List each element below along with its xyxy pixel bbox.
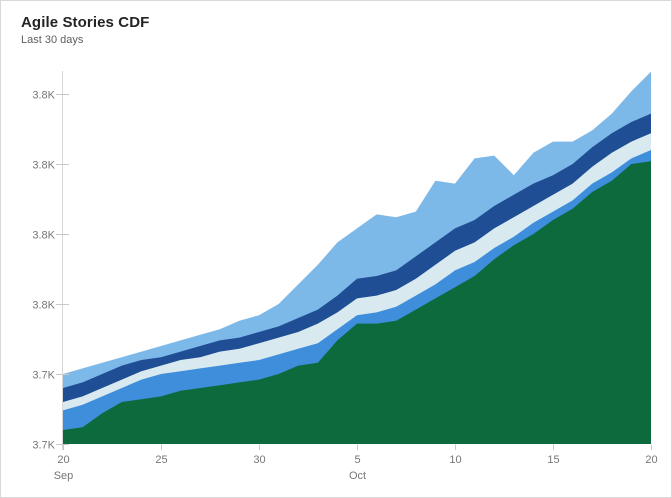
x-axis-label: 10 xyxy=(449,454,461,466)
x-axis-month-label: Oct xyxy=(349,470,366,482)
y-axis-label: 3.8K xyxy=(32,230,55,242)
y-axis-label: 3.8K xyxy=(32,160,55,172)
x-axis-label: 30 xyxy=(253,454,265,466)
y-axis-label: 3.7K xyxy=(32,370,55,382)
x-axis-month-label: Sep xyxy=(54,470,74,482)
chart-subtitle: Last 30 days xyxy=(21,34,84,46)
card-header: Agile Stories CDF Last 30 days xyxy=(21,13,149,47)
area-series-dark-green[interactable] xyxy=(63,161,651,444)
x-axis-label: 5 xyxy=(354,454,360,466)
x-axis-label: 20 xyxy=(645,454,657,466)
x-axis-label: 15 xyxy=(547,454,559,466)
chart-title: Agile Stories CDF xyxy=(21,14,150,31)
y-axis-label: 3.7K xyxy=(32,440,55,452)
y-axis-label: 3.8K xyxy=(32,90,55,102)
y-axis-label: 3.8K xyxy=(32,300,55,312)
x-axis-label: 20 xyxy=(57,454,69,466)
x-axis-label: 25 xyxy=(155,454,167,466)
